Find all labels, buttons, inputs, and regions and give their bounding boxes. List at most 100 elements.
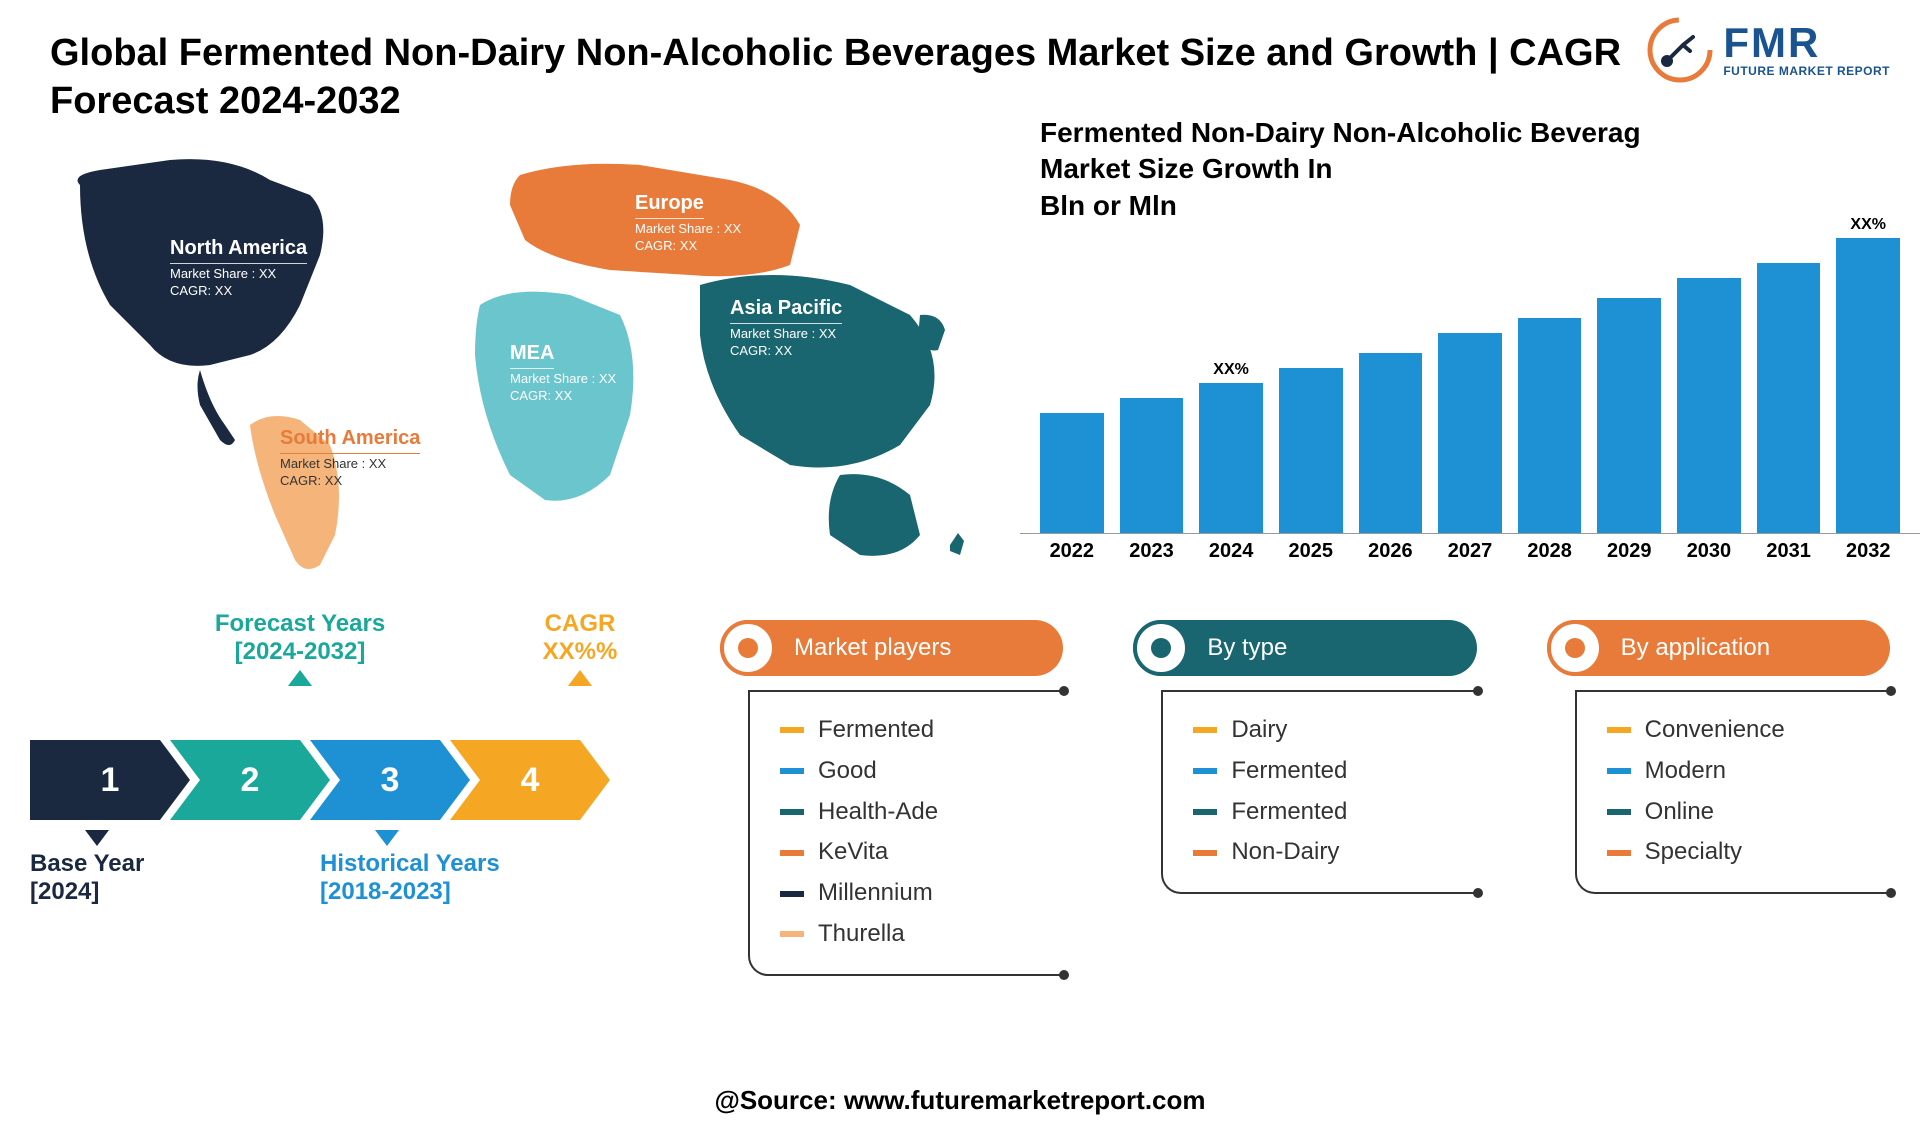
region-share: Market Share : XX — [280, 456, 420, 473]
list-item: Thurella — [780, 914, 1063, 955]
bar-col — [1279, 368, 1343, 533]
page-header: Global Fermented Non-Dairy Non-Alcoholic… — [50, 30, 1670, 125]
item-label: Health-Ade — [818, 792, 938, 833]
item-label: Convenience — [1645, 710, 1785, 751]
region-share: Market Share : XX — [170, 266, 307, 283]
timeline-step: 2 — [170, 740, 330, 820]
color-swatch-icon — [780, 891, 804, 897]
item-label: Non-Dairy — [1231, 832, 1339, 873]
timeline: Forecast Years [2024-2032] CAGR XX%% 123… — [30, 610, 690, 950]
bar-col — [1120, 398, 1184, 533]
chart-title-line: Bln or Mln — [1040, 190, 1177, 221]
bar-col — [1359, 353, 1423, 533]
category-column: By type DairyFermentedFermentedNon-Dairy — [1133, 620, 1476, 955]
item-label: Good — [818, 751, 877, 792]
bar-col: XX% — [1836, 238, 1900, 533]
bars-container: XX% XX% — [1020, 234, 1920, 534]
chevron-row: 1234 — [30, 740, 610, 820]
list-item: Millennium — [780, 873, 1063, 914]
timeline-step: 4 — [450, 740, 610, 820]
color-swatch-icon — [1193, 727, 1217, 733]
item-label: Fermented — [818, 710, 934, 751]
region-name: MEA — [510, 340, 554, 369]
color-swatch-icon — [780, 809, 804, 815]
list-item: Fermented — [1193, 792, 1476, 833]
color-swatch-icon — [1607, 768, 1631, 774]
bar — [1757, 263, 1821, 533]
label-range: [2024-2032] — [235, 638, 366, 665]
logo-subtitle: FUTURE MARKET REPORT — [1723, 64, 1890, 78]
category-title: Market players — [794, 634, 951, 662]
list-item: Good — [780, 751, 1063, 792]
item-label: Specialty — [1645, 832, 1742, 873]
pill-dot-icon — [720, 620, 776, 676]
list-item: Fermented — [1193, 751, 1476, 792]
region-asia-pacific: Asia Pacific Market Share : XX CAGR: XX — [730, 295, 842, 360]
color-swatch-icon — [780, 850, 804, 856]
item-label: Thurella — [818, 914, 905, 955]
category-list: DairyFermentedFermentedNon-Dairy — [1133, 706, 1476, 873]
bar — [1597, 298, 1661, 533]
chart-title: Fermented Non-Dairy Non-Alcoholic Bevera… — [1020, 115, 1920, 224]
region-mea: MEA Market Share : XX CAGR: XX — [510, 340, 616, 405]
bar — [1040, 413, 1104, 533]
item-label: Millennium — [818, 873, 933, 914]
logo-text: FMR — [1723, 22, 1890, 64]
bar — [1836, 238, 1900, 533]
region-name: North America — [170, 235, 307, 264]
list-item: Online — [1607, 792, 1890, 833]
category-list: ConvenienceModernOnlineSpecialty — [1547, 706, 1890, 873]
region-cagr: CAGR: XX — [170, 283, 307, 300]
color-swatch-icon — [1607, 850, 1631, 856]
region-share: Market Share : XX — [635, 221, 741, 238]
bar — [1120, 398, 1184, 533]
list-item: Fermented — [780, 710, 1063, 751]
bar — [1518, 318, 1582, 533]
x-tick: 2028 — [1518, 540, 1582, 563]
color-swatch-icon — [1193, 809, 1217, 815]
item-label: Modern — [1645, 751, 1726, 792]
arrow-up-icon — [288, 670, 312, 686]
chart-title-line: Market Size Growth In — [1040, 153, 1333, 184]
arrow-up-icon — [568, 670, 592, 686]
list-item: Non-Dairy — [1193, 832, 1476, 873]
brand-logo: FMR FUTURE MARKET REPORT — [1645, 15, 1890, 85]
bar-col: XX% — [1199, 383, 1263, 533]
x-tick: 2022 — [1040, 540, 1104, 563]
region-cagr: CAGR: XX — [730, 343, 842, 360]
category-column: By application ConvenienceModernOnlineSpe… — [1547, 620, 1890, 955]
chart-title-line: Fermented Non-Dairy Non-Alcoholic Bevera… — [1040, 117, 1641, 148]
region-name: Europe — [635, 190, 704, 219]
bar-col — [1677, 278, 1741, 533]
region-share: Market Share : XX — [730, 326, 842, 343]
bar — [1438, 333, 1502, 533]
x-tick: 2025 — [1279, 540, 1343, 563]
list-item: KeVita — [780, 832, 1063, 873]
category-list: FermentedGoodHealth-AdeKeVitaMillenniumT… — [720, 706, 1063, 955]
pill-dot-icon — [1133, 620, 1189, 676]
bar — [1359, 353, 1423, 533]
list-item: Specialty — [1607, 832, 1890, 873]
label-text: Forecast Years — [215, 610, 385, 637]
category-pill: By type — [1133, 620, 1476, 676]
cagr-label: CAGR XX%% — [510, 610, 650, 686]
region-north-america: North America Market Share : XX CAGR: XX — [170, 235, 307, 300]
label-text: CAGR — [545, 610, 616, 637]
label-range: [2024] — [30, 878, 99, 905]
region-name: South America — [280, 425, 420, 454]
label-value: XX%% — [543, 638, 618, 665]
forecast-label: Forecast Years [2024-2032] — [200, 610, 400, 686]
color-swatch-icon — [780, 727, 804, 733]
x-tick: 2023 — [1120, 540, 1184, 563]
region-europe: Europe Market Share : XX CAGR: XX — [635, 190, 741, 255]
arrow-down-icon — [375, 830, 399, 846]
arrow-down-icon — [85, 830, 109, 846]
label-text: Base Year — [30, 850, 144, 877]
list-item: Modern — [1607, 751, 1890, 792]
source-attribution: @Source: www.futuremarketreport.com — [0, 1085, 1920, 1116]
region-cagr: CAGR: XX — [280, 473, 420, 490]
list-item: Convenience — [1607, 710, 1890, 751]
category-title: By application — [1621, 634, 1770, 662]
category-pill: Market players — [720, 620, 1063, 676]
pill-dot-icon — [1547, 620, 1603, 676]
